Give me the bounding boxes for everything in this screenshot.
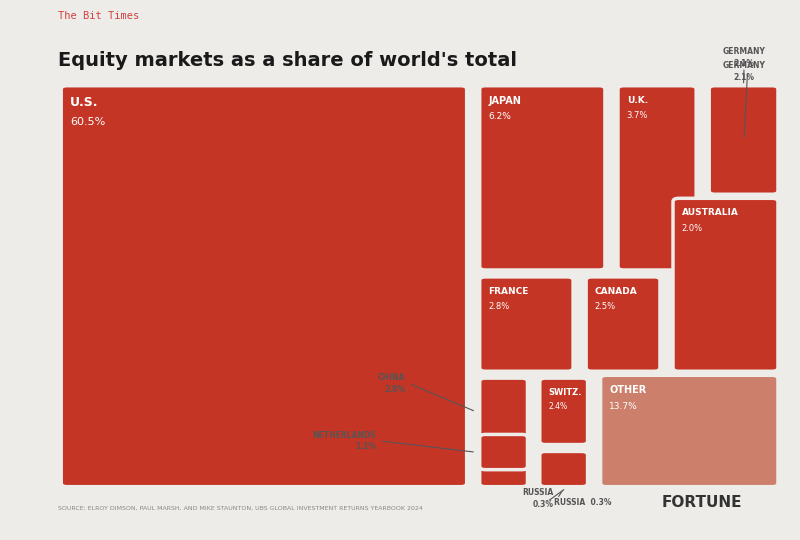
- Text: The Bit Times: The Bit Times: [58, 11, 139, 21]
- Text: 60.5%: 60.5%: [70, 117, 105, 127]
- Text: 6.2%: 6.2%: [488, 112, 511, 121]
- Text: AUSTRALIA: AUSTRALIA: [682, 208, 738, 218]
- Text: JAPAN: JAPAN: [488, 96, 522, 106]
- Text: 3.7%: 3.7%: [626, 111, 648, 120]
- FancyBboxPatch shape: [601, 375, 778, 487]
- Text: SWITZ.: SWITZ.: [549, 388, 582, 397]
- Text: RUSSIA  0.3%: RUSSIA 0.3%: [554, 498, 611, 508]
- Text: Equity markets as a share of world's total: Equity markets as a share of world's tot…: [58, 51, 517, 70]
- FancyBboxPatch shape: [480, 86, 605, 270]
- Text: FRANCE: FRANCE: [488, 287, 529, 296]
- FancyBboxPatch shape: [586, 277, 660, 372]
- FancyBboxPatch shape: [540, 378, 587, 444]
- Text: SOURCE: ELROY DIMSON, PAUL MARSH, AND MIKE STAUNTON, UBS GLOBAL INVESTMENT RETUR: SOURCE: ELROY DIMSON, PAUL MARSH, AND MI…: [58, 505, 422, 510]
- Text: FORTUNE: FORTUNE: [662, 495, 742, 510]
- FancyBboxPatch shape: [480, 277, 573, 372]
- Text: CHINA
2.8%: CHINA 2.8%: [378, 373, 405, 394]
- FancyBboxPatch shape: [540, 451, 587, 487]
- Text: RUSSIA
0.3%: RUSSIA 0.3%: [522, 488, 554, 509]
- Text: NETHERLANDS
1.1%: NETHERLANDS 1.1%: [313, 430, 376, 451]
- FancyBboxPatch shape: [62, 86, 466, 487]
- FancyBboxPatch shape: [480, 434, 527, 470]
- Text: 2.5%: 2.5%: [595, 302, 616, 311]
- Text: 2.0%: 2.0%: [682, 224, 703, 233]
- Text: 2.4%: 2.4%: [549, 402, 567, 411]
- Text: 2.8%: 2.8%: [488, 302, 510, 311]
- FancyBboxPatch shape: [70, 35, 90, 57]
- Text: GERMANY
2.1%: GERMANY 2.1%: [722, 61, 766, 82]
- Text: U.K.: U.K.: [626, 96, 648, 105]
- FancyBboxPatch shape: [710, 86, 778, 194]
- FancyBboxPatch shape: [480, 378, 527, 487]
- Text: 13.7%: 13.7%: [610, 402, 638, 411]
- FancyBboxPatch shape: [618, 86, 696, 270]
- Text: GERMANY
2.1%: GERMANY 2.1%: [722, 46, 766, 68]
- Text: CANADA: CANADA: [595, 287, 638, 296]
- FancyBboxPatch shape: [673, 198, 778, 372]
- Text: U.S.: U.S.: [70, 96, 98, 109]
- Text: OTHER: OTHER: [610, 386, 646, 395]
